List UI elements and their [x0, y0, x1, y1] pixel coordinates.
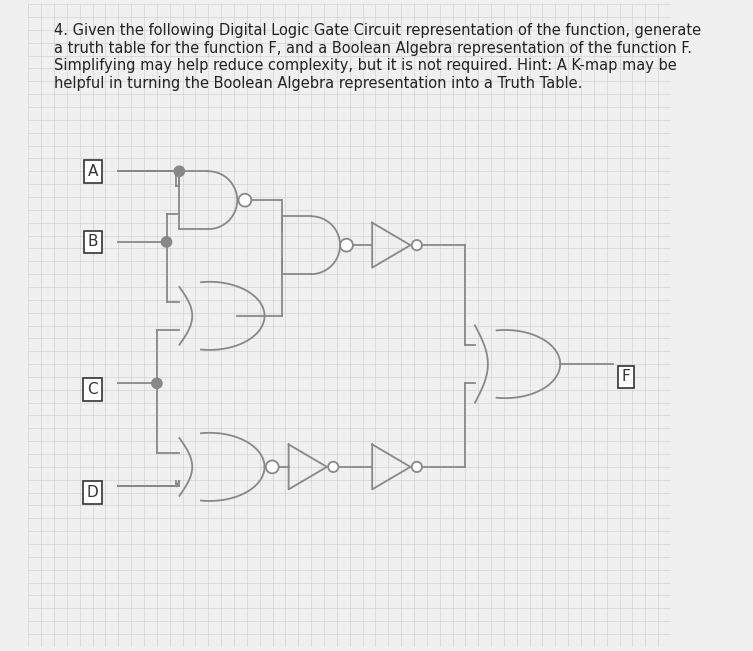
Text: D: D: [87, 485, 99, 500]
Circle shape: [174, 166, 184, 176]
Text: C: C: [87, 382, 98, 397]
Circle shape: [161, 237, 172, 247]
Circle shape: [412, 240, 422, 250]
Text: A: A: [87, 164, 98, 179]
Circle shape: [328, 462, 338, 472]
Circle shape: [412, 462, 422, 472]
Circle shape: [266, 460, 279, 473]
Circle shape: [152, 378, 162, 389]
Text: F: F: [622, 369, 630, 384]
Text: B: B: [87, 234, 98, 249]
Text: 4. Given the following Digital Logic Gate Circuit representation of the function: 4. Given the following Digital Logic Gat…: [54, 23, 701, 90]
Circle shape: [340, 239, 353, 251]
Circle shape: [239, 194, 252, 206]
